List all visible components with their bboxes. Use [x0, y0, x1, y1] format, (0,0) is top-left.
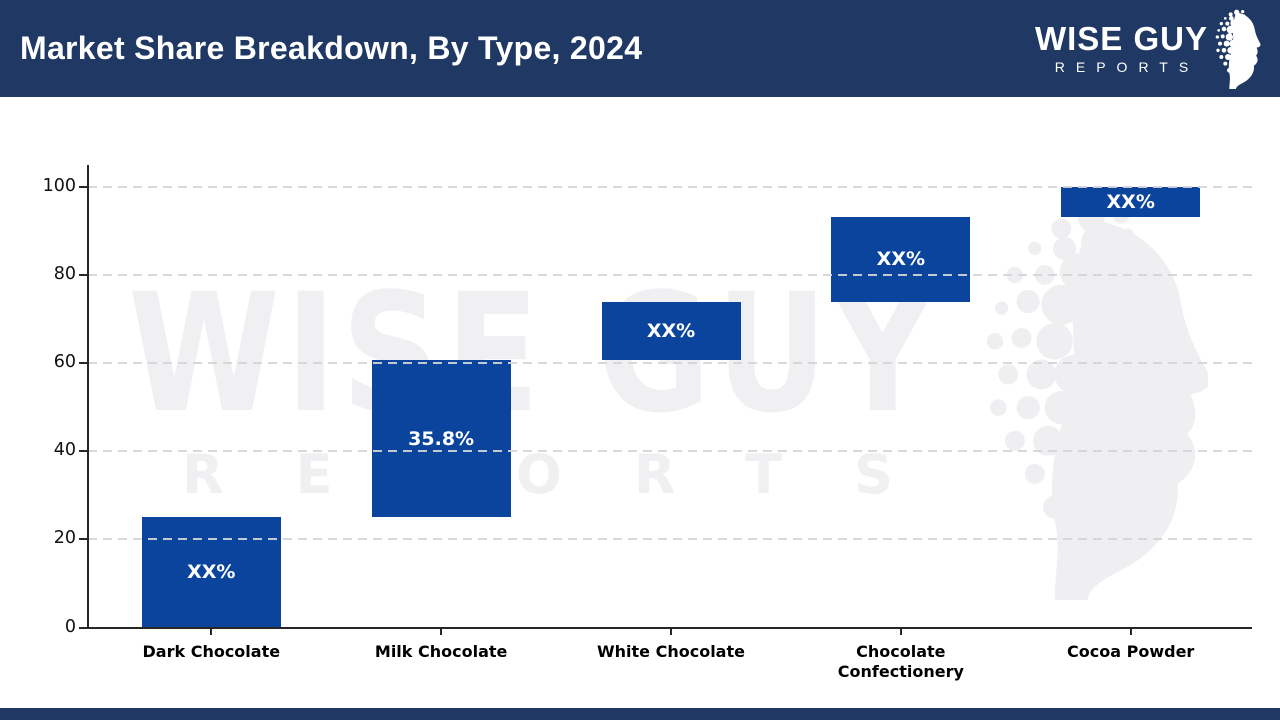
y-tick-label: 0 [64, 616, 76, 637]
y-tick-mark [79, 450, 87, 453]
logo-text: WISE GUY REPORTS [1035, 22, 1208, 75]
y-tick-mark [79, 538, 87, 541]
logo-subtitle: REPORTS [1054, 59, 1200, 75]
gridline [88, 362, 1252, 365]
category-label-milk-chocolate: Milk Chocolate [374, 641, 508, 661]
header-bar: Market Share Breakdown, By Type, 2024 WI… [0, 0, 1280, 97]
category-label-chocolate-confectionery: Chocolate Confectionery [837, 641, 964, 682]
gridline [88, 450, 1252, 453]
page-title: Market Share Breakdown, By Type, 2024 [20, 30, 643, 66]
y-tick-mark [79, 626, 87, 629]
y-axis-line [87, 165, 89, 628]
x-tick-mark [1129, 628, 1132, 635]
x-tick-mark [440, 628, 443, 635]
wise-guy-reports-logo: WISE GUY REPORTS [1035, 9, 1266, 89]
x-tick-mark [670, 628, 672, 635]
y-tick-mark [79, 274, 87, 277]
category-label-white-chocolate: White Chocolate [597, 641, 745, 661]
gridline [88, 186, 1252, 188]
logo-wordmark: WISE GUY [1034, 20, 1208, 57]
y-tick-label: 80 [53, 264, 76, 285]
x-axis-line [87, 626, 1252, 629]
gridline [88, 538, 1252, 541]
bar-chocolate-confectionery: XX% [831, 216, 971, 302]
y-tick-label: 100 [42, 176, 76, 196]
y-tick-label: 60 [53, 352, 76, 373]
bar-milk-chocolate: 35.8% [371, 359, 511, 518]
bar-white-chocolate: XX% [601, 301, 741, 360]
gridline [88, 274, 1252, 277]
watermark-subtitle: REPORTS [182, 443, 965, 506]
bar-dark-chocolate: XX% [141, 517, 281, 628]
y-tick-label: 20 [53, 528, 76, 549]
bar-value-label: XX% [187, 561, 236, 584]
category-label-cocoa-powder: Cocoa Powder [1067, 641, 1195, 661]
y-tick-label: 40 [53, 440, 76, 461]
bar-value-label: XX% [876, 248, 926, 271]
watermark-wordmark: WISE GUY [128, 258, 938, 449]
bar-value-label: 35.8% [408, 427, 475, 450]
category-label-dark-chocolate: Dark Chocolate [142, 641, 281, 661]
x-tick-mark [899, 628, 902, 635]
bar-cocoa-powder: XX% [1061, 187, 1201, 217]
y-tick-mark [79, 362, 87, 365]
bar-value-label: XX% [646, 319, 696, 342]
footer-bar [0, 708, 1280, 720]
x-tick-mark [210, 628, 213, 635]
y-tick-mark [79, 186, 87, 188]
bar-value-label: XX% [1106, 190, 1155, 213]
